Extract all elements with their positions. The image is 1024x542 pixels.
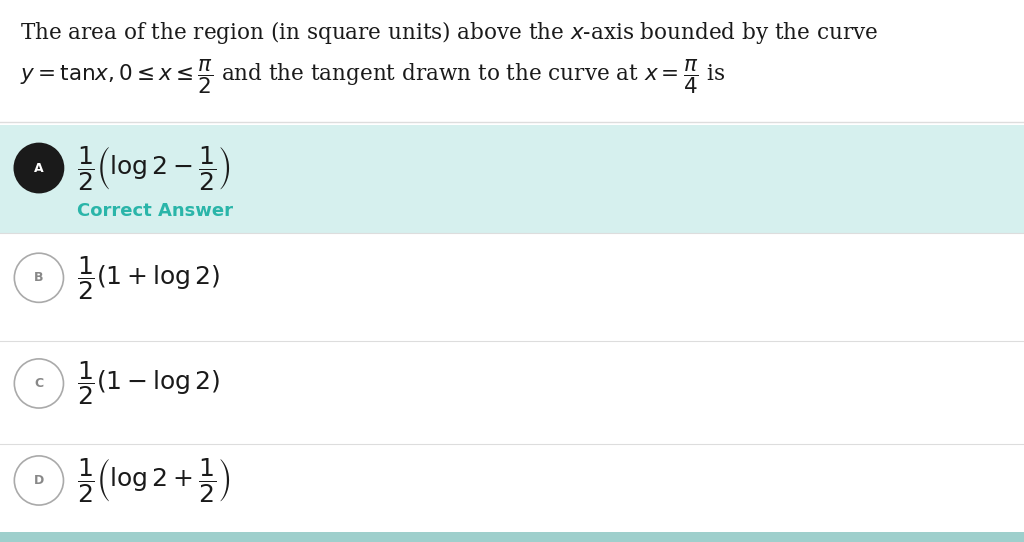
FancyBboxPatch shape <box>0 532 1024 542</box>
Text: Correct Answer: Correct Answer <box>77 202 232 221</box>
Text: C: C <box>35 377 43 390</box>
Text: $y = \mathrm{tan}x, 0 \leq x \leq \dfrac{\pi}{2}$ and the tangent drawn to the c: $y = \mathrm{tan}x, 0 \leq x \leq \dfrac… <box>20 57 726 95</box>
Text: The area of the region (in square units) above the $x$-axis bounded by the curve: The area of the region (in square units)… <box>20 19 879 46</box>
Ellipse shape <box>14 253 63 302</box>
Text: A: A <box>34 162 44 175</box>
Text: $\dfrac{1}{2}\left(1 - \log 2\right)$: $\dfrac{1}{2}\left(1 - \log 2\right)$ <box>77 359 220 408</box>
Ellipse shape <box>14 456 63 505</box>
Text: D: D <box>34 474 44 487</box>
Text: $\dfrac{1}{2}\left(1 + \log 2\right)$: $\dfrac{1}{2}\left(1 + \log 2\right)$ <box>77 254 220 302</box>
FancyBboxPatch shape <box>0 125 1024 233</box>
Ellipse shape <box>14 359 63 408</box>
Text: $\dfrac{1}{2}\left(\log 2 - \dfrac{1}{2}\right)$: $\dfrac{1}{2}\left(\log 2 - \dfrac{1}{2}… <box>77 144 230 192</box>
Ellipse shape <box>14 144 63 192</box>
Text: B: B <box>34 272 44 284</box>
Text: $\dfrac{1}{2}\left(\log 2 + \dfrac{1}{2}\right)$: $\dfrac{1}{2}\left(\log 2 + \dfrac{1}{2}… <box>77 456 230 505</box>
